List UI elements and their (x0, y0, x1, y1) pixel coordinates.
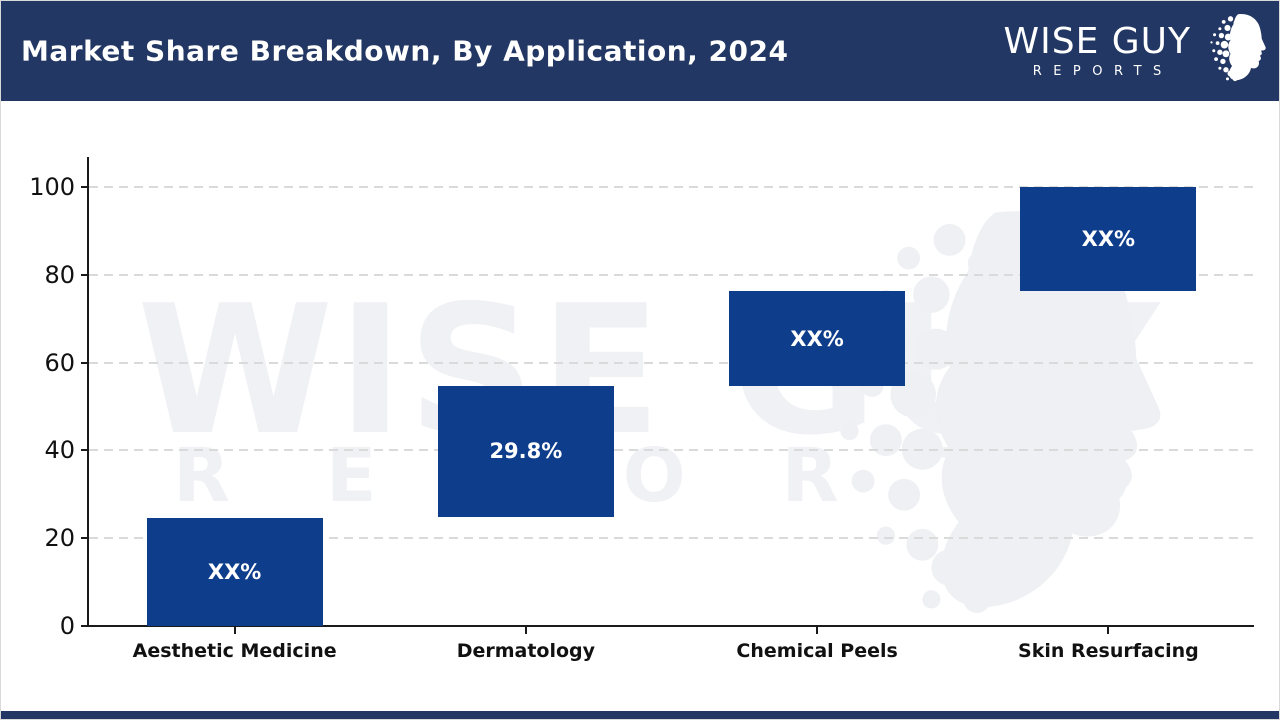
bar-value-label: XX% (207, 559, 262, 584)
bar-value-label: XX% (790, 326, 844, 351)
bar: XX% (1020, 187, 1197, 291)
brand-logo-text: WISE GUY REPORTS (1004, 21, 1192, 78)
y-tick-mark (81, 537, 87, 540)
x-tick-mark (524, 627, 527, 634)
y-tick-label: 80 (44, 260, 75, 289)
footer-bar (1, 711, 1279, 719)
y-tick-label: 20 (44, 524, 75, 553)
bar-value-label: XX% (1081, 226, 1136, 251)
y-tick-mark (81, 625, 87, 627)
bar: XX% (146, 517, 323, 626)
gridline (89, 273, 1254, 276)
chart-plot-area: 0 20 40 60 80 100 XX% Aesthetic Medicine 29.8% De… (1, 101, 1279, 711)
x-tick-mark (1107, 627, 1110, 634)
x-tick-label: Skin Resurfacing (1018, 640, 1199, 662)
y-tick-label: 40 (44, 436, 75, 465)
y-axis-line (87, 157, 89, 627)
gridline (89, 186, 1254, 188)
gridline (89, 361, 1254, 364)
gridline (89, 537, 1254, 540)
bar: 29.8% (437, 385, 614, 517)
y-tick-mark (81, 361, 87, 364)
y-tick-label: 60 (44, 348, 75, 377)
y-tick-mark (81, 186, 87, 188)
brand-logo: WISE GUY REPORTS (1004, 9, 1268, 91)
x-tick-label: Dermatology (456, 640, 596, 662)
dotted-head-icon (1210, 14, 1266, 82)
brand-subname: REPORTS (1032, 63, 1173, 79)
y-tick-label: 0 (59, 612, 75, 640)
x-tick-mark (233, 627, 236, 634)
y-tick-mark (81, 273, 87, 276)
brand-name: WISE GUY (1003, 21, 1191, 63)
x-axis-line (87, 625, 1254, 627)
header-bar: Market Share Breakdown, By Application, … (1, 1, 1279, 101)
x-tick-mark (816, 627, 819, 634)
x-tick-label: Chemical Peels (736, 640, 898, 662)
bar-value-label: 29.8% (489, 439, 563, 464)
y-tick-mark (81, 449, 87, 452)
page-title: Market Share Breakdown, By Application, … (21, 34, 789, 68)
bar: XX% (729, 291, 906, 386)
x-tick-label: Aesthetic Medicine (132, 640, 337, 662)
y-tick-label: 100 (29, 173, 75, 201)
gridline (89, 449, 1254, 452)
